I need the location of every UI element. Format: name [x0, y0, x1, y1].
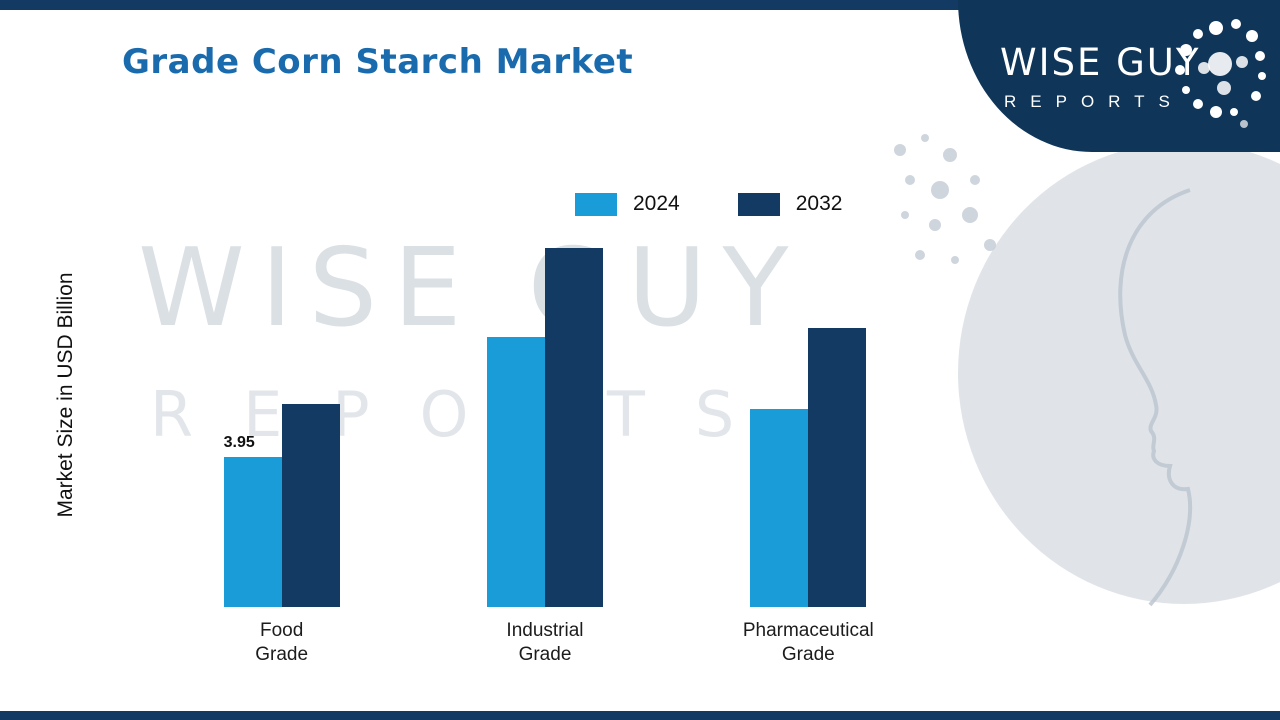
decorative-dots-icon	[894, 134, 996, 264]
bar-group: Pharmaceutical Grade	[743, 227, 874, 665]
bar-chart: 3.95 Food Grade Industrial Grade Pharmaceut…	[150, 227, 940, 665]
logo-wordmark: WISE GUY	[1000, 40, 1201, 84]
bar-2024-pharmaceutical-grade	[750, 409, 809, 607]
bar-2032-food-grade	[281, 403, 340, 607]
logo-subtext: REPORTS	[1004, 91, 1184, 111]
legend-item-2024: 2024	[575, 192, 680, 216]
top-strip	[0, 0, 1280, 10]
bar-group: Industrial Grade	[486, 227, 603, 665]
bar-2032-industrial-grade	[544, 247, 603, 607]
category-label: Food Grade	[255, 620, 309, 665]
watermark-subtext: REPORTS	[150, 378, 785, 451]
legend-swatch	[737, 192, 780, 216]
category-label: Industrial Grade	[506, 620, 584, 665]
legend-swatch	[575, 192, 617, 216]
legend-item-2032: 2032	[737, 192, 843, 216]
bar-2032-pharmaceutical-grade	[808, 327, 867, 607]
bar-2024-food-grade	[223, 456, 282, 607]
bar-value-label: 3.95	[223, 433, 255, 451]
watermark-head-icon	[1118, 188, 1193, 607]
bar-group: 3.95 Food Grade	[223, 227, 340, 665]
legend-label: 2024	[633, 192, 680, 215]
bar-2024-industrial-grade	[486, 337, 545, 607]
page-title: Grade Corn Starch Market	[122, 42, 634, 82]
bottom-strip	[0, 711, 1280, 720]
logo-head-icon	[1175, 19, 1266, 128]
legend: 2024 2032	[575, 192, 842, 216]
y-axis-label: Market Size in USD Billion	[54, 272, 77, 518]
watermark-wordmark: WISE GUY	[138, 226, 805, 351]
category-label: Pharmaceutical Grade	[742, 620, 874, 665]
legend-label: 2032	[795, 192, 843, 215]
